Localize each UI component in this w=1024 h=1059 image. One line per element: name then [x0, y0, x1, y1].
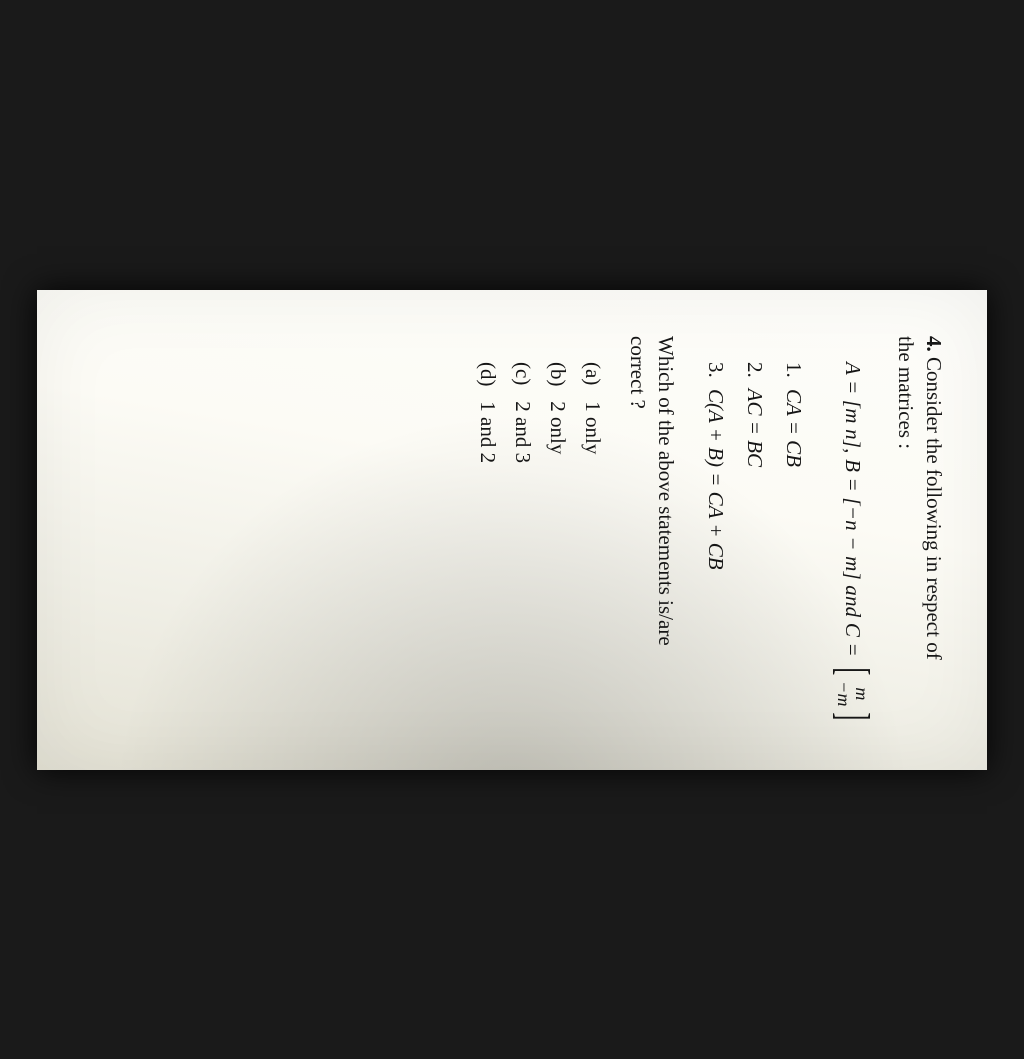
matrices-prefix: A = [m n], B = [−n − m] and C = — [841, 362, 865, 662]
statement-2: 2. AC = BC — [742, 362, 767, 736]
statement-2-text: AC = BC — [743, 388, 767, 466]
matrices-definition: A = [m n], B = [−n − m] and C = [ m −m ] — [832, 362, 870, 736]
statement-3: 3. C(A + B) = CA + CB — [703, 362, 728, 736]
statement-1-number: 1. — [782, 362, 806, 378]
paper-sheet: 4. Consider the following in respect of … — [37, 290, 987, 770]
matrix-C-bottom: −m — [834, 681, 853, 707]
option-b-letter: (b) — [545, 362, 570, 396]
option-a-text: 1 only — [581, 401, 605, 454]
statement-1-text: CA = CB — [782, 389, 806, 467]
stem-line-1: Consider the following in respect of — [922, 357, 946, 660]
which-line-1: Which of the above statements is/are — [654, 336, 678, 646]
option-c-text: 2 and 3 — [511, 401, 535, 463]
which-line-2: correct ? — [626, 336, 650, 409]
options-list: (a) 1 only (b) 2 only (c) 2 and 3 (d) 1 … — [475, 362, 605, 736]
page-frame: 4. Consider the following in respect of … — [0, 0, 1024, 1059]
option-c-letter: (c) — [510, 362, 535, 396]
statement-3-number: 3. — [704, 362, 728, 378]
stem-line-2: the matrices : — [894, 336, 918, 449]
option-b-text: 2 only — [546, 401, 570, 454]
matrix-C-cells: m −m — [834, 679, 872, 709]
option-d-letter: (d) — [475, 362, 500, 396]
option-d[interactable]: (d) 1 and 2 — [475, 362, 500, 736]
matrix-C-top: m — [853, 681, 872, 707]
option-a-letter: (a) — [580, 362, 605, 396]
which-prompt: Which of the above statements is/are cor… — [623, 336, 678, 736]
matrix-C: [ m −m ] — [834, 664, 872, 723]
option-a[interactable]: (a) 1 only — [580, 362, 605, 736]
option-b[interactable]: (b) 2 only — [545, 362, 570, 736]
question-stem: 4. Consider the following in respect of … — [892, 336, 947, 736]
option-c[interactable]: (c) 2 and 3 — [510, 362, 535, 736]
right-bracket-icon: ] — [834, 712, 872, 720]
statements-list: 1. CA = CB 2. AC = BC 3. C(A + B) = CA +… — [703, 362, 806, 736]
left-bracket-icon: [ — [834, 667, 872, 675]
statement-1: 1. CA = CB — [781, 362, 806, 736]
option-d-text: 1 and 2 — [476, 401, 500, 463]
statement-3-text: C(A + B) = CA + CB — [704, 389, 728, 570]
question-number: 4. — [922, 336, 946, 352]
statement-2-number: 2. — [743, 362, 767, 378]
